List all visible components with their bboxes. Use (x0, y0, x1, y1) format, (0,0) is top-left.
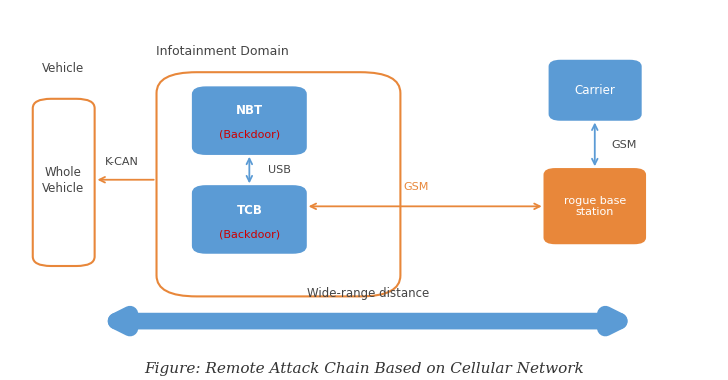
FancyBboxPatch shape (193, 186, 306, 253)
Text: (Backdoor): (Backdoor) (219, 230, 280, 240)
Text: GSM: GSM (404, 182, 429, 192)
FancyBboxPatch shape (157, 72, 400, 296)
Text: TCB: TCB (237, 204, 262, 217)
FancyBboxPatch shape (33, 99, 95, 266)
Text: USB: USB (268, 165, 290, 175)
FancyBboxPatch shape (545, 169, 645, 243)
FancyBboxPatch shape (193, 87, 306, 154)
Text: rogue base
station: rogue base station (563, 196, 626, 217)
Text: Wide-range distance: Wide-range distance (306, 287, 429, 300)
Text: NBT: NBT (236, 104, 263, 117)
Text: K-CAN: K-CAN (106, 157, 139, 167)
Text: GSM: GSM (612, 140, 637, 150)
Text: Figure: Remote Attack Chain Based on Cellular Network: Figure: Remote Attack Chain Based on Cel… (144, 362, 584, 375)
Text: Vehicle: Vehicle (42, 62, 84, 75)
Text: Infotainment Domain: Infotainment Domain (156, 45, 288, 58)
FancyBboxPatch shape (550, 61, 641, 120)
Text: (Backdoor): (Backdoor) (219, 130, 280, 140)
Text: Carrier: Carrier (574, 84, 616, 97)
Text: Whole
Vehicle: Whole Vehicle (42, 166, 84, 195)
